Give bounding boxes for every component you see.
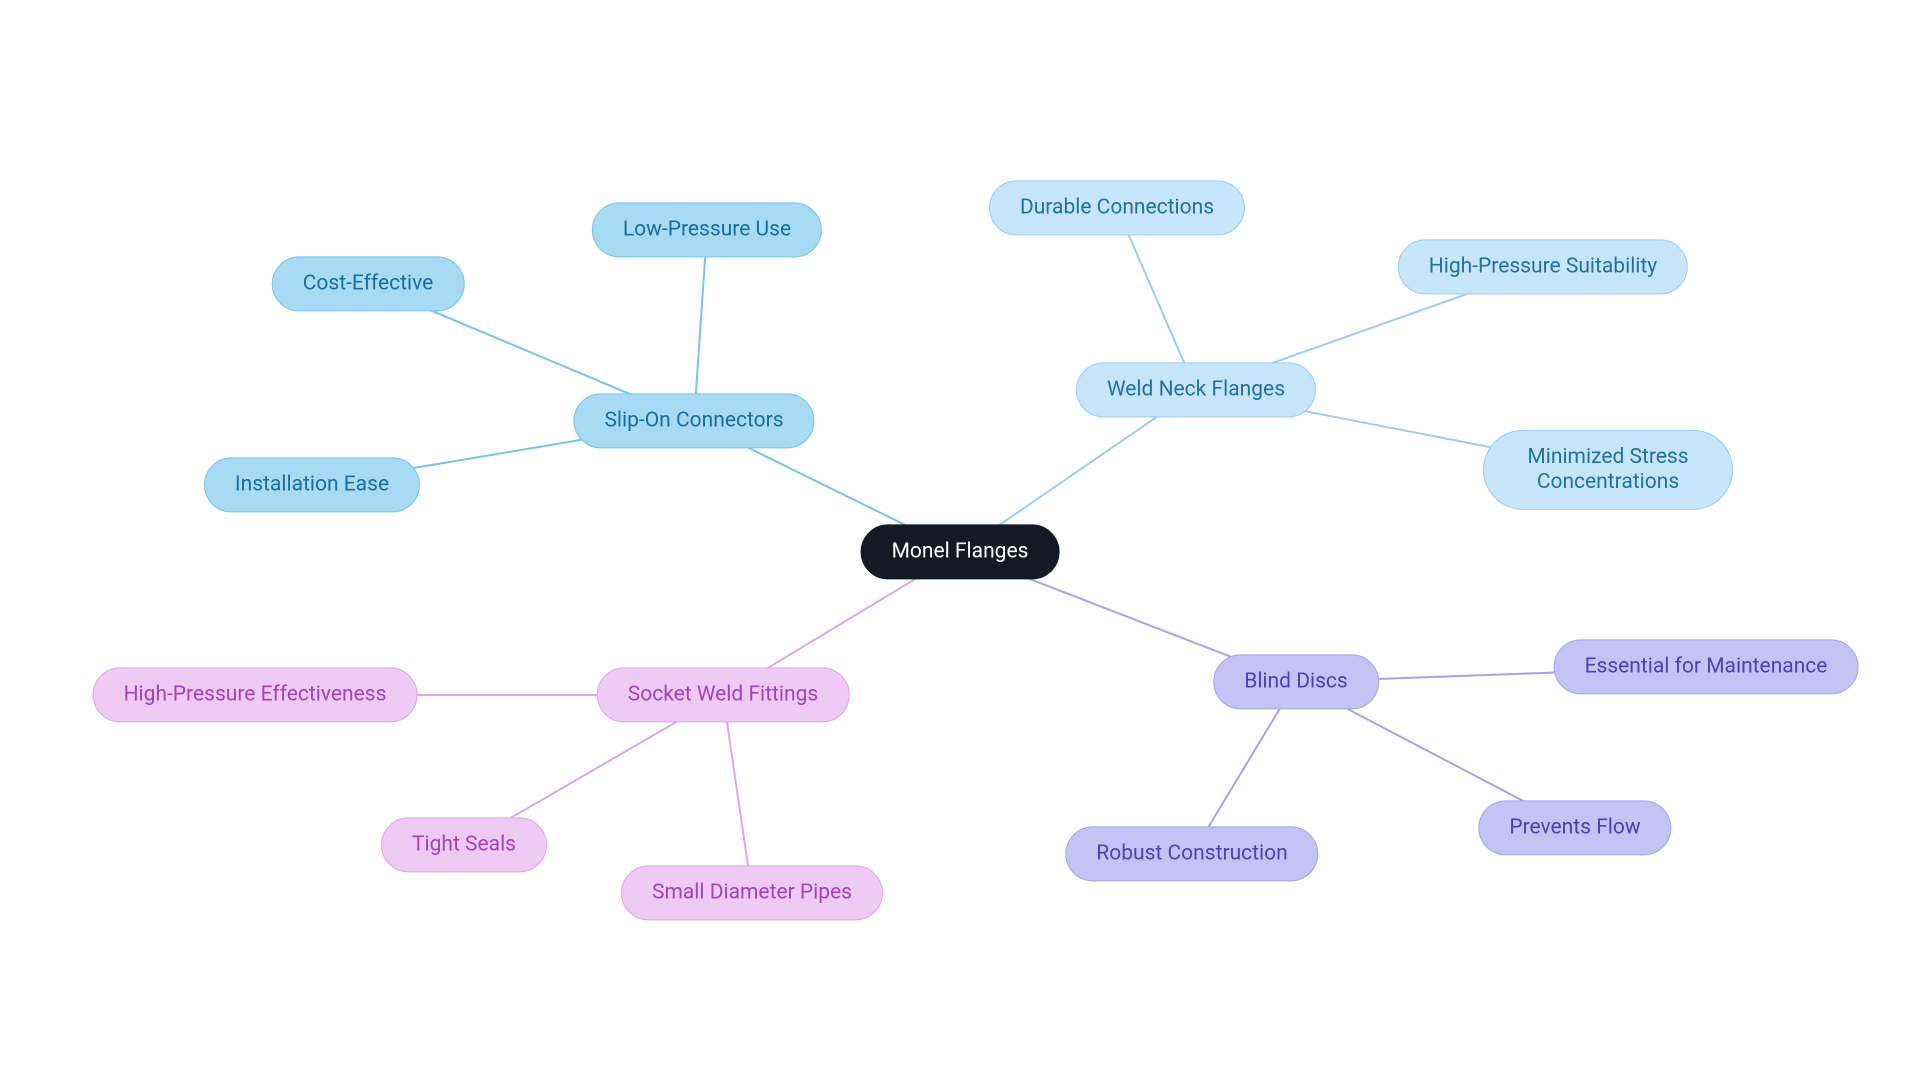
node-prevents-flow: Prevents Flow	[1478, 800, 1671, 855]
node-minimized-stress-concentrations: Minimized Stress Concentrations	[1483, 430, 1733, 510]
node-label: Tight Seals	[412, 832, 516, 856]
node-label: Cost-Effective	[303, 271, 434, 295]
node-label: Prevents Flow	[1509, 815, 1640, 839]
node-label: Installation Ease	[235, 472, 389, 496]
node-label: High-Pressure Suitability	[1429, 254, 1657, 278]
node-low-pressure-use: Low-Pressure Use	[592, 202, 822, 257]
node-label: Robust Construction	[1096, 841, 1287, 865]
mindmap-canvas: Monel Flanges Slip-On Connectors Cost-Ef…	[0, 0, 1920, 1083]
node-label: Weld Neck Flanges	[1107, 377, 1285, 401]
node-label: Low-Pressure Use	[623, 217, 791, 241]
node-tight-seals: Tight Seals	[381, 817, 547, 872]
node-label: Durable Connections	[1020, 195, 1214, 219]
node-cost-effective: Cost-Effective	[272, 256, 465, 311]
node-robust-construction: Robust Construction	[1065, 826, 1318, 881]
node-label: High-Pressure Effectiveness	[124, 682, 387, 706]
node-label: Minimized Stress Concentrations	[1527, 445, 1688, 494]
node-label: Monel Flanges	[892, 539, 1029, 563]
node-high-pressure-effectiveness: High-Pressure Effectiveness	[93, 667, 418, 722]
node-label: Socket Weld Fittings	[628, 682, 819, 706]
node-durable-connections: Durable Connections	[989, 180, 1245, 235]
node-root: Monel Flanges	[861, 524, 1060, 579]
node-label: Slip-On Connectors	[604, 408, 783, 432]
node-small-diameter-pipes: Small Diameter Pipes	[621, 865, 883, 920]
node-weld-neck-flanges: Weld Neck Flanges	[1076, 362, 1316, 417]
node-label: Blind Discs	[1244, 669, 1348, 693]
node-high-pressure-suitability: High-Pressure Suitability	[1398, 239, 1688, 294]
node-slip-on-connectors: Slip-On Connectors	[573, 393, 814, 448]
node-blind-discs: Blind Discs	[1213, 654, 1379, 709]
node-label: Small Diameter Pipes	[652, 880, 852, 904]
node-socket-weld-fittings: Socket Weld Fittings	[597, 667, 850, 722]
node-label: Essential for Maintenance	[1585, 654, 1828, 678]
node-installation-ease: Installation Ease	[204, 457, 420, 512]
node-essential-for-maintenance: Essential for Maintenance	[1554, 639, 1859, 694]
